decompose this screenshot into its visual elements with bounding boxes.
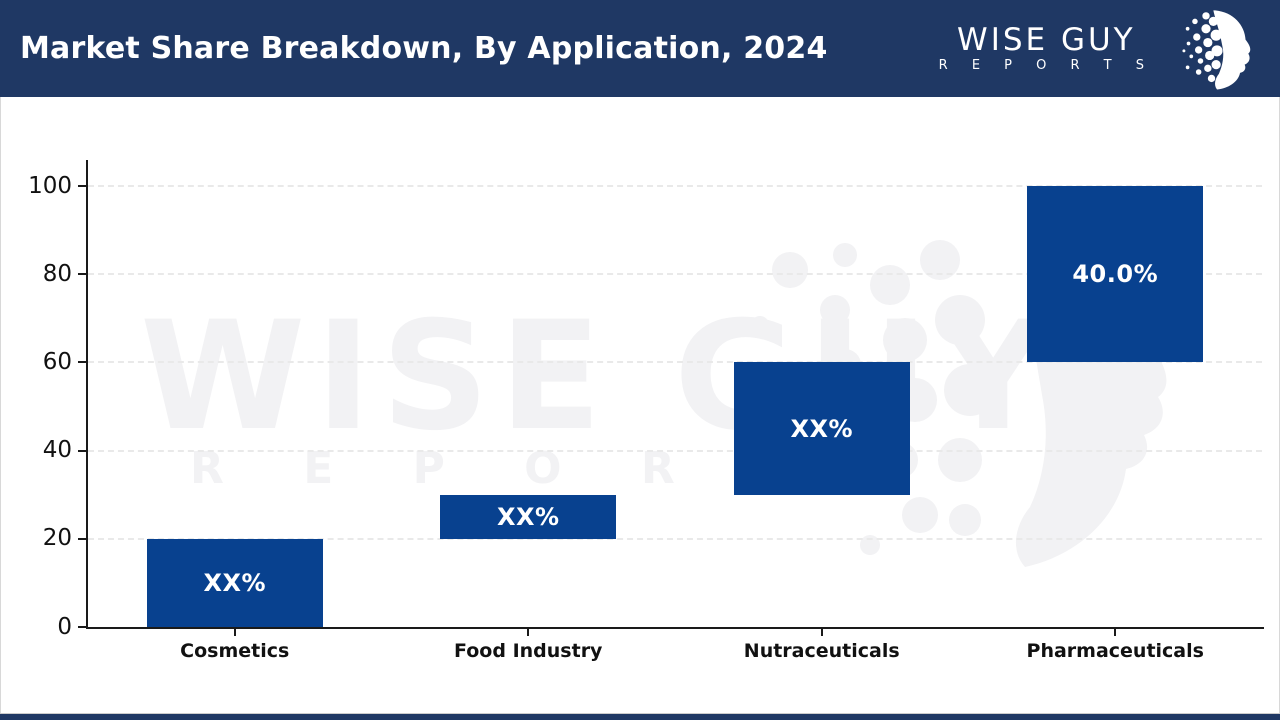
gridline [88, 185, 1262, 187]
x-category-label: Cosmetics [180, 640, 290, 662]
page-title: Market Share Breakdown, By Application, … [20, 31, 828, 66]
y-tick-mark [78, 537, 86, 540]
x-category-label: Pharmaceuticals [1026, 640, 1204, 662]
bar-value-label: XX% [203, 568, 267, 597]
x-tick-mark [1114, 629, 1117, 636]
footer-bar [0, 713, 1280, 720]
brand-face-icon [1182, 9, 1251, 89]
y-tick-label: 80 [42, 260, 72, 287]
y-tick-mark [78, 626, 86, 628]
x-category-label: Nutraceuticals [743, 640, 900, 662]
x-tick-mark [527, 629, 530, 636]
bar-pharmaceuticals: 40.0% [1027, 186, 1204, 363]
brand-logo: WISE GUY R E P O R T S [939, 8, 1252, 90]
y-tick-mark [78, 361, 86, 364]
y-tick-mark [78, 449, 86, 452]
y-tick-label: 40 [42, 437, 72, 464]
bar-cosmetics: XX% [146, 538, 323, 627]
bar-nutraceuticals: XX% [733, 362, 910, 495]
y-tick-label: 0 [57, 613, 72, 640]
y-tick-label: 60 [42, 348, 72, 375]
x-category-label: Food Industry [454, 640, 603, 662]
gridline [88, 449, 1262, 452]
bar-value-label: XX% [496, 502, 560, 531]
y-axis-line [86, 160, 88, 629]
gridline [88, 537, 1262, 540]
brand-name: WISE GUY [957, 21, 1136, 58]
y-tick-label: 20 [42, 525, 72, 552]
x-tick-mark [820, 629, 823, 636]
y-tick-mark [78, 185, 86, 187]
x-axis-line [86, 627, 1264, 629]
bar-food-industry: XX% [440, 494, 617, 539]
bar-value-label: 40.0% [1072, 260, 1159, 289]
y-tick-label: 100 [28, 172, 72, 199]
header: Market Share Breakdown, By Application, … [0, 0, 1280, 97]
bar-value-label: XX% [790, 414, 854, 443]
brand-logo-text: WISE GUY R E P O R T S [939, 24, 1154, 74]
brand-subtitle: R E P O R T S [938, 58, 1154, 74]
gridline [88, 273, 1262, 276]
y-tick-mark [78, 273, 86, 276]
x-tick-mark [233, 629, 236, 636]
gridline [88, 361, 1262, 364]
